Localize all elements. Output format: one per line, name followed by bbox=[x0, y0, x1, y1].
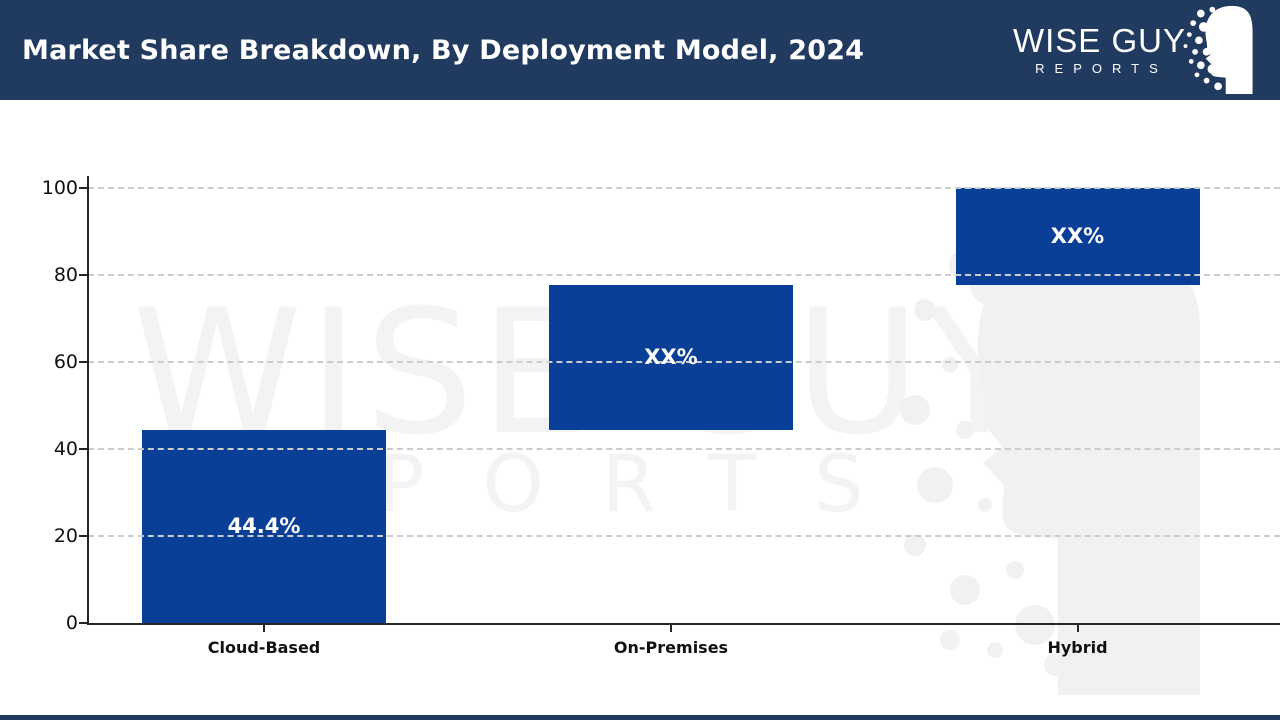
y-tick-label: 40 bbox=[53, 438, 78, 460]
x-tick-mark bbox=[670, 625, 672, 632]
x-axis-line bbox=[87, 623, 1280, 625]
footer-stripe bbox=[0, 715, 1280, 720]
gridline-60 bbox=[88, 361, 1280, 363]
y-tick-mark bbox=[79, 187, 87, 189]
gridline-100 bbox=[88, 187, 1280, 189]
y-axis-line bbox=[87, 176, 89, 625]
y-tick-label: 20 bbox=[53, 525, 78, 547]
bar-cloud-based bbox=[142, 429, 386, 623]
bar-hybrid bbox=[955, 188, 1200, 285]
x-tick-mark bbox=[1076, 625, 1079, 632]
y-tick-mark bbox=[79, 361, 87, 363]
y-tick-mark bbox=[79, 448, 87, 450]
y-tick-mark bbox=[79, 622, 87, 624]
y-tick-label: 100 bbox=[41, 177, 78, 199]
dotted-head-logo-icon bbox=[1172, 2, 1268, 98]
page-title: Market Share Breakdown, By Deployment Mo… bbox=[22, 34, 865, 66]
x-category-label: Hybrid bbox=[1047, 638, 1108, 657]
brand-subtitle: REPORTS bbox=[1035, 61, 1168, 76]
header-bar: Market Share Breakdown, By Deployment Mo… bbox=[0, 0, 1280, 100]
brand-logo: WISE GUY REPORTS bbox=[1013, 2, 1280, 98]
bar-on-premises bbox=[549, 284, 793, 430]
y-tick-label: 0 bbox=[65, 612, 78, 634]
gridline-20 bbox=[88, 535, 1280, 537]
bar-value-label: XX% bbox=[1050, 224, 1105, 249]
y-tick-mark bbox=[79, 274, 87, 276]
x-category-label: On-Premises bbox=[613, 638, 729, 657]
x-category-label: Cloud-Based bbox=[207, 638, 321, 657]
y-tick-label: 60 bbox=[53, 351, 78, 373]
bar-value-label: XX% bbox=[644, 345, 698, 370]
y-tick-mark bbox=[79, 535, 87, 537]
gridline-80 bbox=[88, 274, 1280, 276]
bar-value-label: 44.4% bbox=[227, 514, 301, 539]
y-tick-label: 80 bbox=[53, 264, 78, 286]
brand-name: WISE GUY bbox=[1012, 22, 1186, 59]
x-tick-mark bbox=[263, 625, 265, 632]
brand-logo-text: WISE GUY REPORTS bbox=[1013, 24, 1186, 76]
gridline-40 bbox=[88, 448, 1280, 450]
